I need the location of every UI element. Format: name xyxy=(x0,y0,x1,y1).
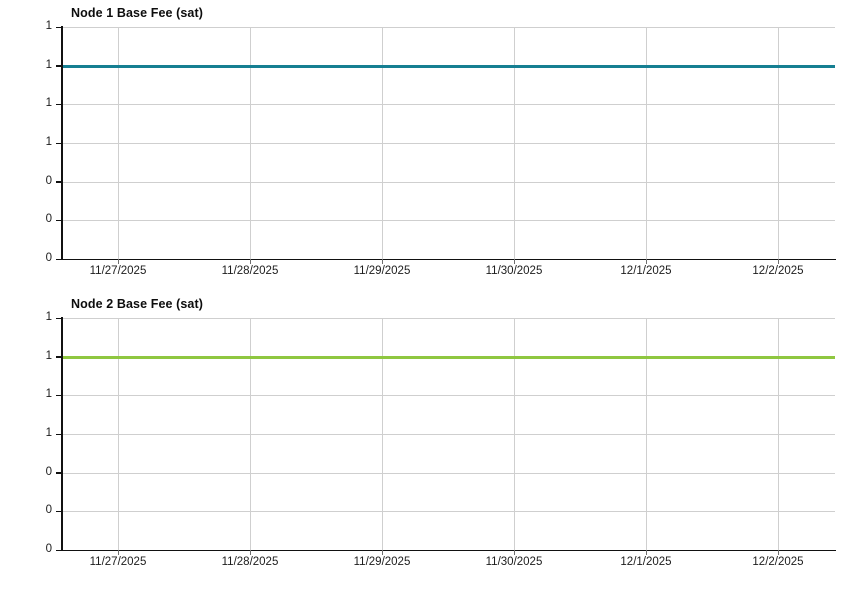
y-axis-label: 1 xyxy=(45,58,52,71)
y-axis-tick xyxy=(56,356,61,358)
chart-title-node-2: Node 2 Base Fee (sat) xyxy=(71,297,204,311)
y-axis-tick xyxy=(56,65,61,67)
x-axis-label: 12/2/2025 xyxy=(752,556,804,568)
x-axis-line-node-2 xyxy=(61,549,836,552)
gridline-horizontal xyxy=(62,472,835,474)
x-axis-tick xyxy=(382,259,383,264)
x-axis-tick xyxy=(118,550,119,555)
gridline-horizontal xyxy=(62,511,835,513)
x-axis-label: 11/28/2025 xyxy=(221,265,279,277)
gridline-horizontal xyxy=(62,27,835,28)
gridline-horizontal xyxy=(62,395,835,397)
y-axis-label: 0 xyxy=(45,543,52,555)
y-axis-line-node-1 xyxy=(61,26,63,260)
x-axis-tick xyxy=(778,550,779,555)
gridline-vertical xyxy=(250,318,251,550)
y-axis-label: 1 xyxy=(45,349,52,362)
y-axis-label: 0 xyxy=(45,174,52,187)
gridline-vertical xyxy=(646,318,647,550)
gridline-vertical xyxy=(778,318,779,550)
y-axis-label: 0 xyxy=(45,465,52,478)
gridline-vertical xyxy=(514,318,515,550)
gridline-vertical xyxy=(382,27,383,259)
y-axis-label: 1 xyxy=(45,388,52,401)
x-axis-tick xyxy=(250,550,251,555)
gridline-horizontal xyxy=(62,434,835,435)
gridline-horizontal xyxy=(62,143,835,144)
gridline-vertical xyxy=(118,27,119,259)
y-axis-label: 1 xyxy=(45,311,52,323)
y-axis-label: 0 xyxy=(45,504,52,517)
chart-panel-node-1: Node 1 Base Fee (sat) xyxy=(0,0,860,291)
x-axis-label: 11/27/2025 xyxy=(89,556,147,568)
y-axis-label: 1 xyxy=(45,20,52,32)
gridline-vertical xyxy=(514,27,515,259)
gridline-horizontal xyxy=(62,220,835,222)
x-axis-tick xyxy=(118,259,119,264)
y-axis-line-node-2 xyxy=(61,317,63,551)
x-axis-label: 11/29/2025 xyxy=(353,556,411,568)
y-axis-tick xyxy=(56,394,61,397)
x-axis-label: 11/29/2025 xyxy=(353,265,411,277)
y-axis-tick xyxy=(56,181,61,183)
gridline-vertical xyxy=(250,27,251,259)
x-axis-tick xyxy=(778,259,779,264)
gridline-vertical xyxy=(118,318,119,550)
y-axis-tick xyxy=(56,219,61,222)
chart-title-node-1: Node 1 Base Fee (sat) xyxy=(71,6,204,20)
gridline-horizontal xyxy=(62,104,835,106)
gridline-vertical xyxy=(778,27,779,259)
y-axis-tick xyxy=(56,472,61,474)
series-line-node-2 xyxy=(62,355,835,359)
plot-area-node-1 xyxy=(62,27,835,259)
x-axis-tick xyxy=(646,259,647,264)
chart-panel-node-2: Node 2 Base Fee (sat) 1 xyxy=(0,291,860,582)
x-axis-label: 12/2/2025 xyxy=(752,265,804,277)
gridline-vertical xyxy=(646,27,647,259)
y-axis-tick xyxy=(56,258,61,261)
x-axis-label: 11/30/2025 xyxy=(485,556,543,568)
y-axis-label: 1 xyxy=(45,136,52,148)
y-axis-label: 0 xyxy=(45,252,52,264)
y-axis-tick xyxy=(56,433,61,436)
y-axis-tick xyxy=(56,549,61,552)
x-axis-label: 11/27/2025 xyxy=(89,265,147,277)
x-axis-tick xyxy=(514,550,515,555)
x-axis-tick xyxy=(646,550,647,555)
y-axis-tick xyxy=(56,26,61,29)
plot-area-node-2 xyxy=(62,318,835,550)
y-axis-label: 1 xyxy=(45,427,52,439)
y-axis-label: 0 xyxy=(45,213,52,226)
x-axis-label: 11/30/2025 xyxy=(485,265,543,277)
x-axis-tick xyxy=(250,259,251,264)
x-axis-label: 12/1/2025 xyxy=(620,556,672,568)
gridline-vertical xyxy=(382,318,383,550)
x-axis-tick xyxy=(382,550,383,555)
y-axis-tick xyxy=(56,317,61,320)
x-axis-line-node-1 xyxy=(61,258,836,261)
y-axis-tick xyxy=(56,510,61,513)
series-line-node-1 xyxy=(62,64,835,68)
x-axis-label: 11/28/2025 xyxy=(221,556,279,568)
y-axis-tick xyxy=(56,142,61,145)
y-axis-tick xyxy=(56,103,61,106)
gridline-horizontal xyxy=(62,318,835,319)
y-axis-label: 1 xyxy=(45,97,52,110)
x-axis-tick xyxy=(514,259,515,264)
x-axis-label: 12/1/2025 xyxy=(620,265,672,277)
gridline-horizontal xyxy=(62,181,835,183)
